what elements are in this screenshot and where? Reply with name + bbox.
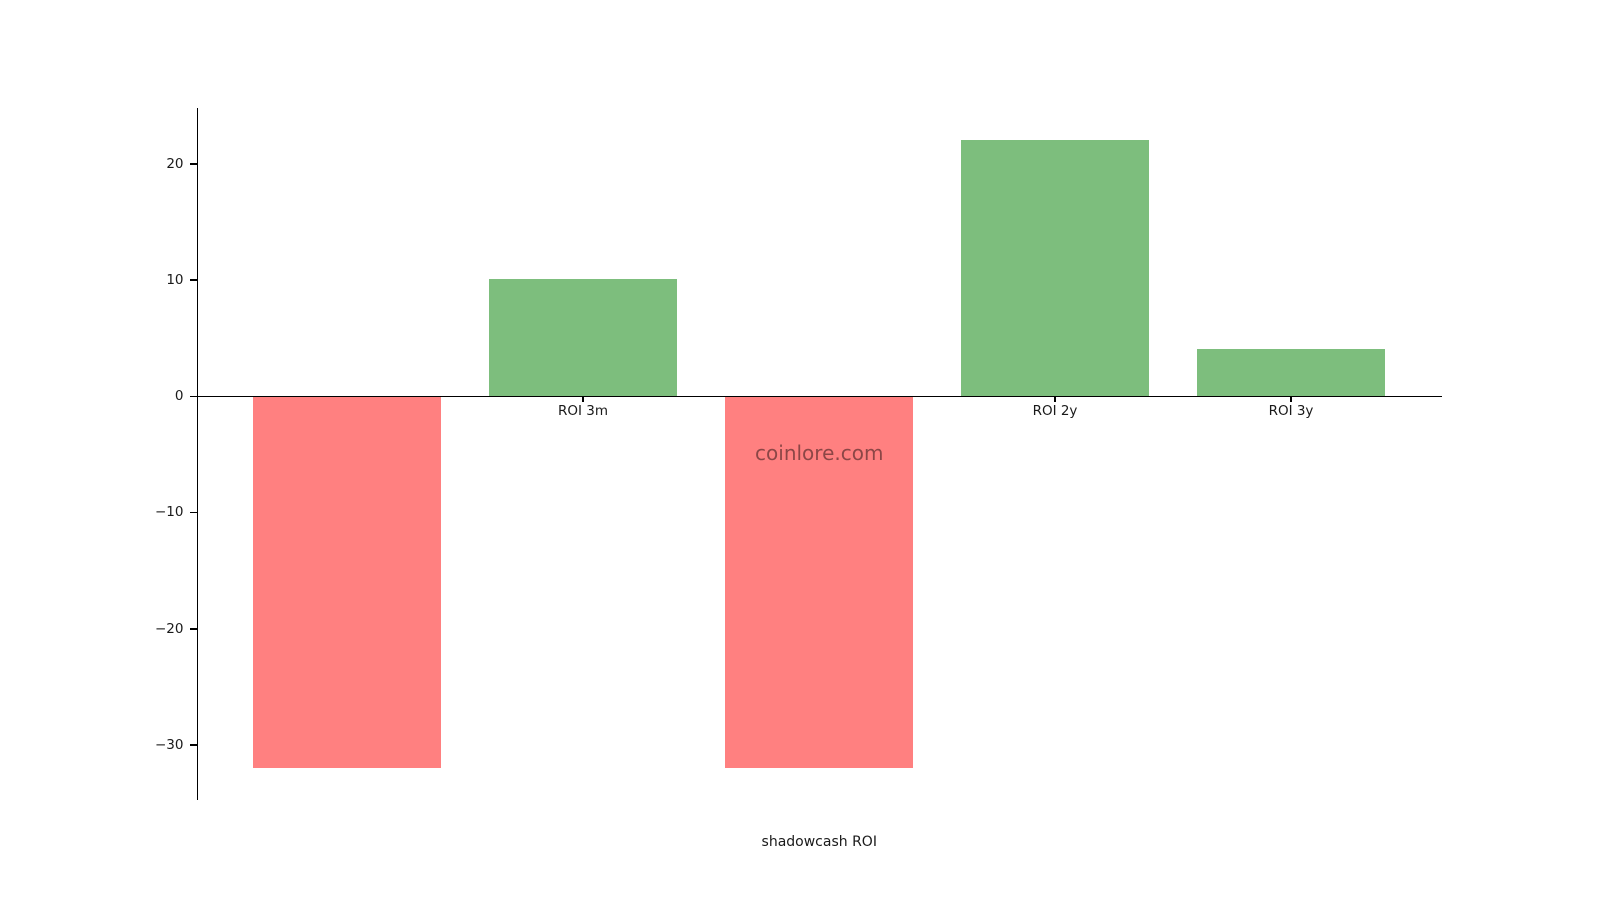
x-axis-zero-line [196, 395, 1442, 397]
y-tick-mark [189, 163, 197, 165]
x-tick-mark [1054, 397, 1056, 402]
bar-roi-3m [489, 279, 677, 396]
y-tick-mark [189, 744, 197, 746]
y-tick-mark [189, 279, 197, 281]
y-tick-mark [189, 395, 197, 397]
bar-unlabeled-2 [725, 395, 913, 768]
coinlore-watermark: coinlore.com [755, 441, 884, 465]
x-tick-label: ROI 3m [557, 402, 609, 419]
y-tick-label: 0 [174, 388, 184, 404]
y-axis-spine [196, 108, 198, 800]
x-tick-label: ROI 2y [1032, 402, 1078, 419]
y-tick-label: 10 [166, 271, 184, 288]
bar-unlabeled-0 [253, 395, 441, 768]
y-tick-label: −10 [155, 504, 184, 521]
chart-x-axis-title: shadowcash ROI [761, 834, 877, 850]
y-tick-label: 20 [166, 155, 184, 172]
bar-roi-2y [961, 139, 1149, 396]
y-tick-label: −20 [155, 620, 184, 637]
y-tick-mark [189, 511, 197, 514]
x-tick-mark [582, 397, 584, 402]
y-tick-label: −30 [155, 736, 184, 753]
y-tick-mark [189, 628, 197, 630]
x-tick-mark [1290, 397, 1292, 402]
x-tick-label: ROI 3y [1268, 402, 1314, 419]
bar-roi-3y [1197, 349, 1385, 396]
